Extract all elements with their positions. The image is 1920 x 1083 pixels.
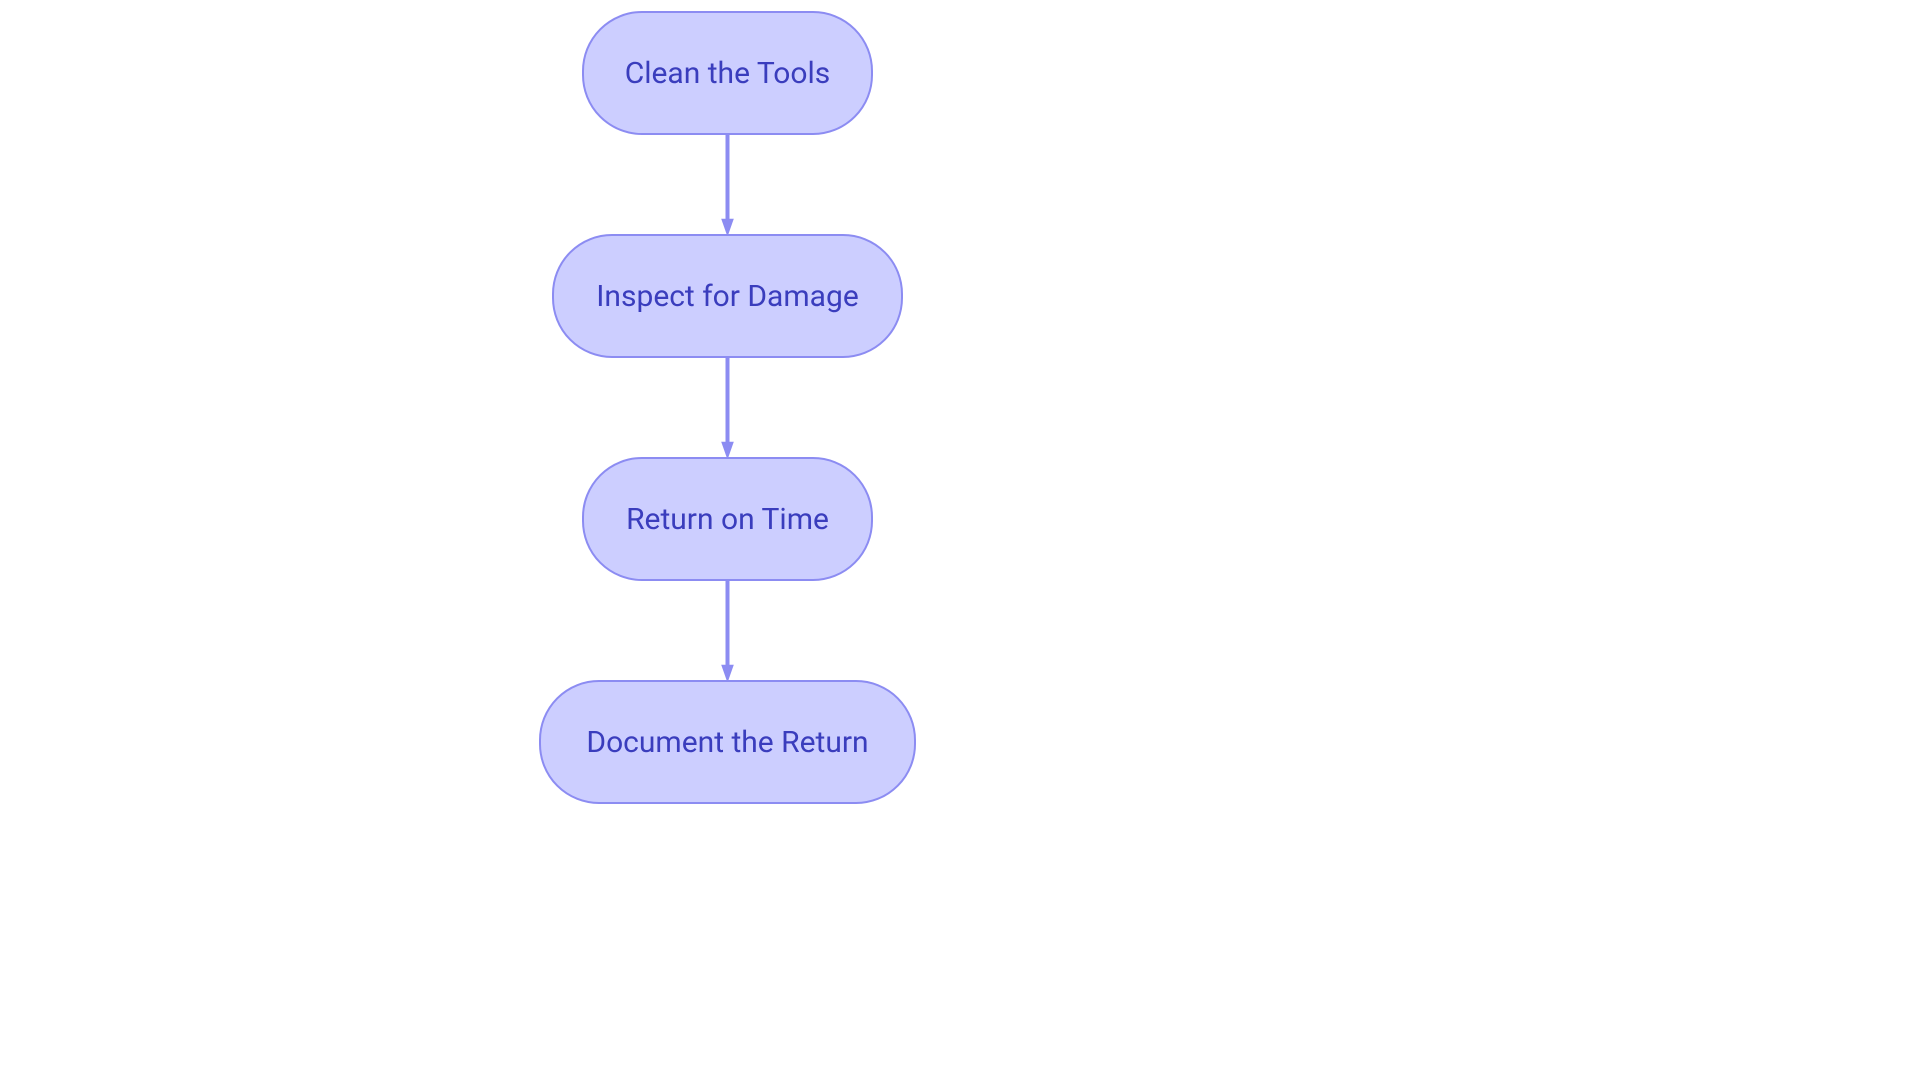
flowchart-node: Return on Time xyxy=(582,457,873,581)
flowchart-node: Clean the Tools xyxy=(582,11,873,135)
flowchart-node: Document the Return xyxy=(539,680,916,804)
flowchart-canvas: Clean the Tools Inspect for Damage Retur… xyxy=(0,0,1920,1083)
flowchart-node-label: Clean the Tools xyxy=(625,56,831,91)
flowchart-node-label: Inspect for Damage xyxy=(596,279,858,314)
flowchart-node: Inspect for Damage xyxy=(552,234,903,358)
flowchart-edges xyxy=(0,0,1920,1083)
flowchart-node-label: Document the Return xyxy=(586,725,868,760)
flowchart-node-label: Return on Time xyxy=(626,502,829,537)
